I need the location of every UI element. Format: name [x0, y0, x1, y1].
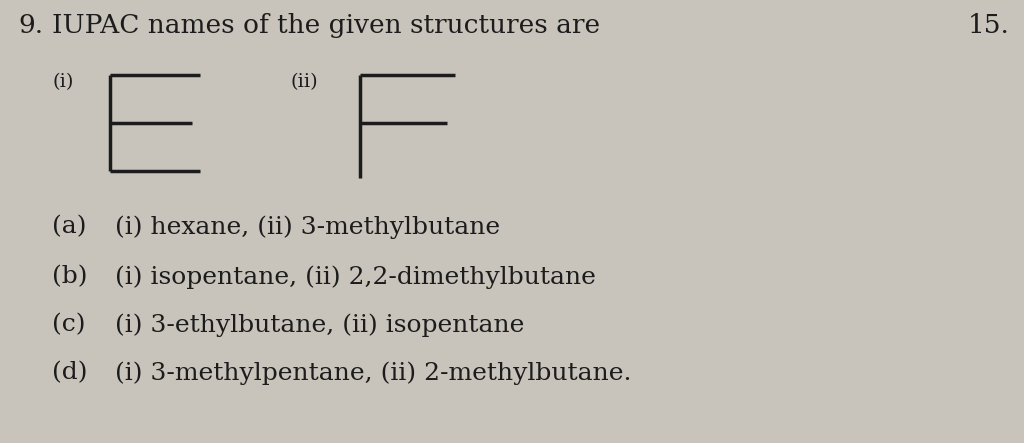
Text: IUPAC names of the given structures are: IUPAC names of the given structures are: [52, 13, 600, 38]
Text: (b): (b): [52, 265, 87, 288]
Text: (d): (d): [52, 361, 87, 384]
Text: (ii): (ii): [290, 73, 317, 91]
Text: (i) 3-ethylbutane, (ii) isopentane: (i) 3-ethylbutane, (ii) isopentane: [115, 313, 524, 337]
Text: 9.: 9.: [18, 13, 43, 38]
Text: (i): (i): [52, 73, 74, 91]
Text: (i) isopentane, (ii) 2,2-dimethylbutane: (i) isopentane, (ii) 2,2-dimethylbutane: [115, 265, 596, 288]
Text: 15.: 15.: [968, 13, 1010, 38]
Text: (i) 3-methylpentane, (ii) 2-methylbutane.: (i) 3-methylpentane, (ii) 2-methylbutane…: [115, 361, 632, 385]
Text: (c): (c): [52, 313, 85, 336]
Text: (a): (a): [52, 215, 86, 238]
Text: (i) hexane, (ii) 3-methylbutane: (i) hexane, (ii) 3-methylbutane: [115, 215, 500, 238]
